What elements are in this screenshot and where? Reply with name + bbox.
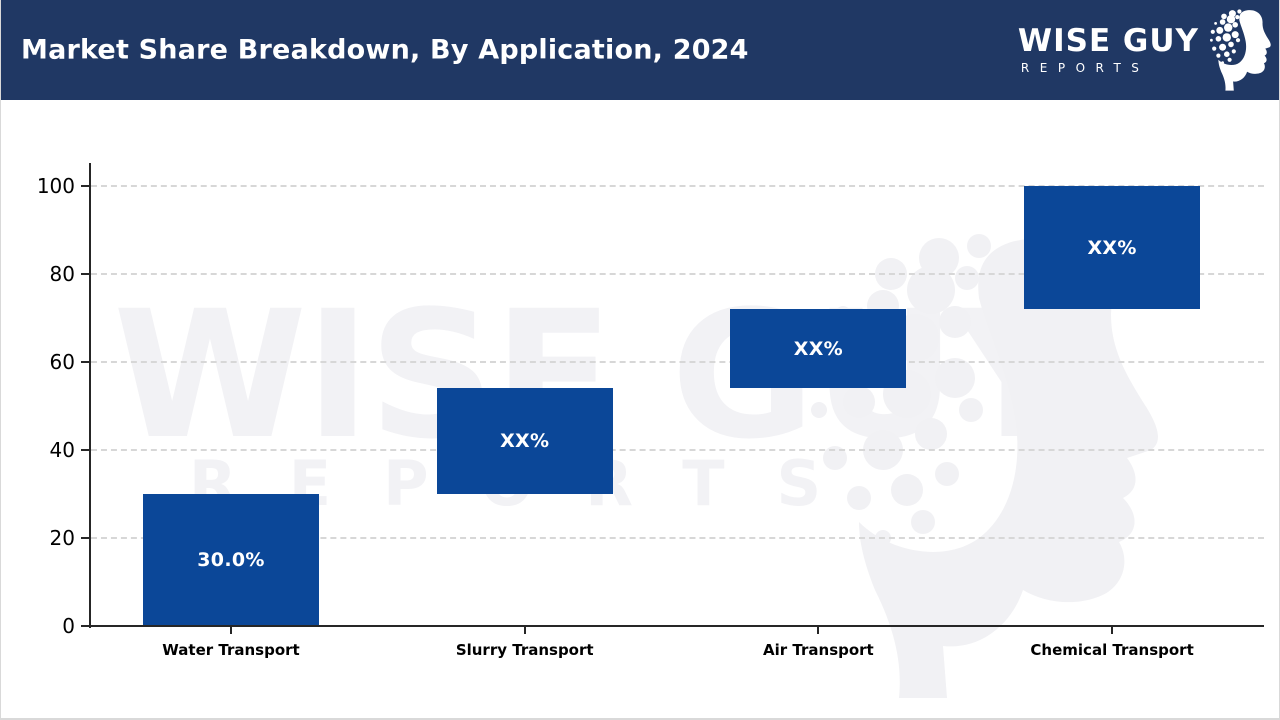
y-axis-tick (81, 185, 89, 187)
page-title: Market Share Breakdown, By Application, … (21, 34, 749, 66)
x-category-label: Slurry Transport (455, 641, 594, 659)
y-axis-tick (81, 273, 89, 275)
bar-value-label: XX% (793, 337, 844, 360)
y-tick-label: 40 (49, 438, 75, 462)
y-axis-tick (81, 537, 89, 539)
bar-chemical-transport: XX% (1024, 186, 1201, 310)
header-bar: Market Share Breakdown, By Application, … (1, 0, 1279, 100)
x-category-label: Air Transport (763, 641, 874, 659)
y-axis-tick (81, 449, 89, 451)
bar-water-transport: 30.0% (143, 494, 319, 626)
y-tick-label: 0 (62, 614, 75, 638)
wise-guy-reports-logo: WISE GUY REPORTS (1018, 8, 1273, 92)
gridline (91, 273, 1264, 275)
x-axis-tick (230, 627, 232, 634)
y-tick-label: 60 (49, 350, 75, 374)
y-tick-label: 20 (49, 526, 75, 550)
bar-value-label: 30.0% (197, 549, 265, 571)
y-tick-label: 80 (49, 262, 75, 286)
logo-reports-label: REPORTS (1020, 61, 1150, 75)
x-axis-line (89, 625, 1264, 627)
logo-wiseguy-label: WISE GUY (1017, 23, 1199, 59)
y-axis-tick (81, 361, 89, 363)
x-axis-tick (1111, 627, 1114, 634)
gridline (91, 537, 1264, 539)
x-category-label: Chemical Transport (1030, 641, 1194, 659)
logo-text: WISE GUY REPORTS (1017, 23, 1199, 75)
y-axis-line (89, 163, 91, 628)
x-axis-tick (817, 627, 820, 634)
logo-head-icon (1203, 8, 1273, 92)
gridline (91, 185, 1264, 187)
gridline (91, 449, 1264, 451)
bar-value-label: XX% (500, 430, 550, 453)
y-axis-tick (81, 625, 89, 627)
y-tick-label: 100 (36, 174, 75, 198)
gridline (91, 361, 1264, 363)
bar-value-label: XX% (1087, 236, 1137, 259)
bar-air-transport: XX% (730, 309, 907, 389)
bar-slurry-transport: XX% (436, 388, 613, 494)
x-axis-tick (523, 627, 526, 634)
x-category-label: Water Transport (162, 641, 300, 659)
